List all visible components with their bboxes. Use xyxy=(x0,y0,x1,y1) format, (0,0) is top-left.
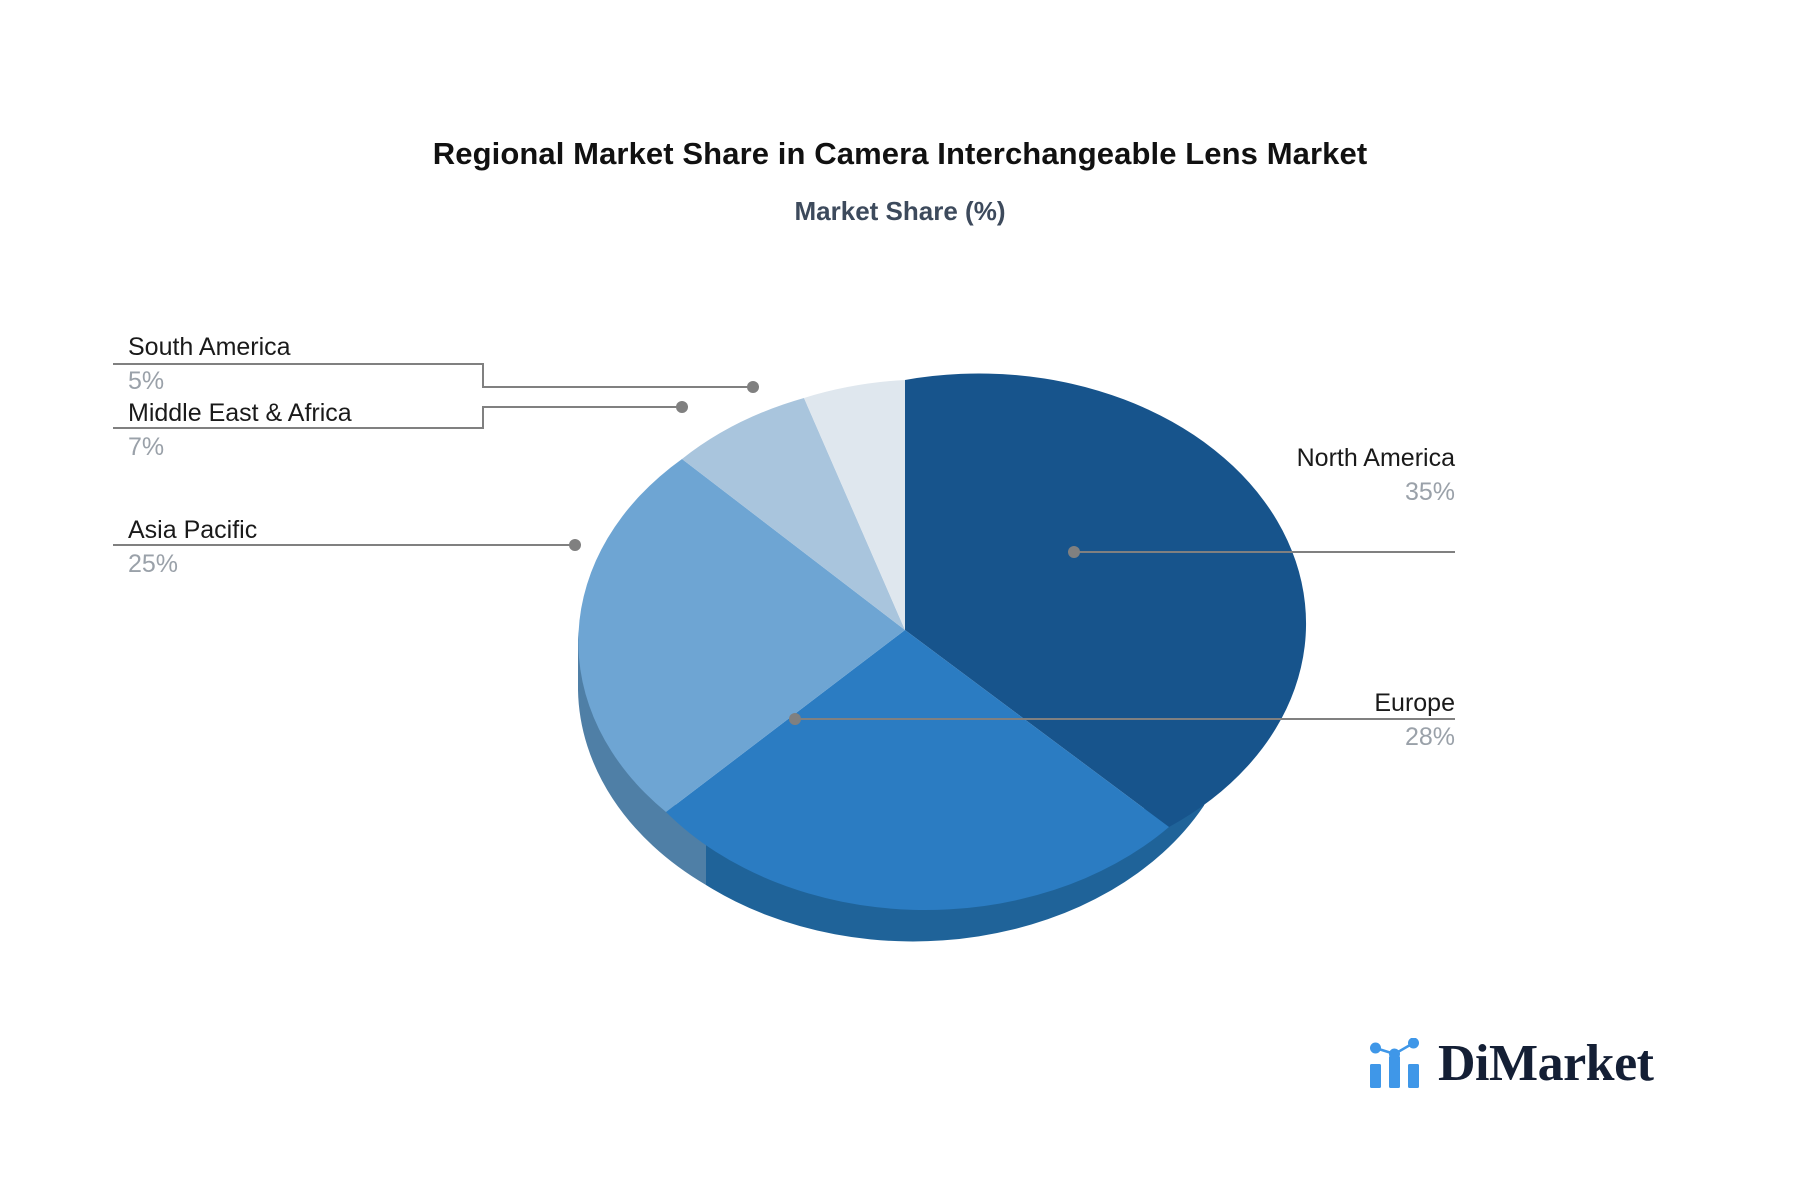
leader-south-america xyxy=(113,363,753,388)
pie-slice-asia-pacific[interactable] xyxy=(578,459,905,812)
callout-value-middle-east-africa: 7% xyxy=(128,433,165,461)
leader-dot-south-america xyxy=(747,381,759,393)
callout-label-europe: Europe xyxy=(1374,689,1455,717)
callout-middle-east-africa: Middle East & Africa 7% xyxy=(128,398,352,462)
leader-dot-asia-pacific xyxy=(569,539,581,551)
callout-label-asia-pacific: Asia Pacific xyxy=(128,516,258,544)
chart-subtitle: Market Share (%) xyxy=(794,196,1006,226)
callout-europe: Europe 28% xyxy=(1374,688,1455,752)
leader-dot-europe xyxy=(789,713,801,725)
callout-value-north-america: 35% xyxy=(1404,478,1455,506)
pie-slice-south-america[interactable] xyxy=(804,380,905,630)
pie-slice-middle-east-africa[interactable] xyxy=(682,398,905,630)
leader-middle-east-africa xyxy=(113,406,682,429)
brand-logo-text: DiMarket xyxy=(1438,1035,1654,1092)
callout-value-europe: 28% xyxy=(1404,723,1455,751)
chart-title: Regional Market Share in Camera Intercha… xyxy=(432,136,1368,171)
callout-value-south-america: 5% xyxy=(128,367,165,395)
callout-asia-pacific: Asia Pacific 25% xyxy=(128,515,257,579)
pie-side-asia-pacific xyxy=(578,630,706,885)
pie-slice-north-america[interactable] xyxy=(905,373,1307,827)
brand-logo: DiMarket xyxy=(1368,1035,1654,1092)
callout-north-america: North America 35% xyxy=(1297,443,1455,507)
callout-value-asia-pacific: 25% xyxy=(128,550,179,578)
callout-label-south-america: South America xyxy=(128,333,291,361)
pie-slice-europe[interactable] xyxy=(666,630,1169,911)
leader-dot-north-america xyxy=(1068,546,1080,558)
callout-label-middle-east-africa: Middle East & Africa xyxy=(128,399,352,427)
bar-chart-trend-icon xyxy=(1370,1038,1419,1088)
leader-dot-middle-east-africa xyxy=(676,401,688,413)
callout-label-north-america: North America xyxy=(1296,444,1455,472)
callout-south-america: South America 5% xyxy=(128,332,291,396)
